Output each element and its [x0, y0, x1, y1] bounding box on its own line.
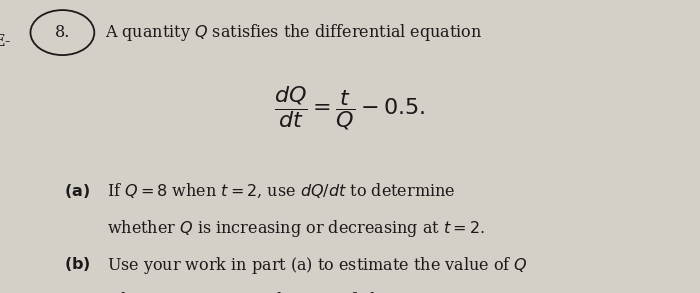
Text: If $Q = 8$ when $t = 2$, use $dQ/dt$ to determine: If $Q = 8$ when $t = 2$, use $dQ/dt$ to …	[106, 182, 455, 200]
Text: whether $Q$ is increasing or decreasing at $t = 2.$: whether $Q$ is increasing or decreasing …	[106, 218, 484, 239]
Text: A quantity $Q$ satisfies the differential equation: A quantity $Q$ satisfies the differentia…	[105, 22, 482, 43]
Text: Use your work in part (a) to estimate the value of $Q$: Use your work in part (a) to estimate th…	[106, 255, 528, 276]
Text: $\bf{(b)}$: $\bf{(b)}$	[64, 255, 91, 273]
Text: when $t = 3$. Assume the rate of change stays ap-: when $t = 3$. Assume the rate of change …	[106, 290, 497, 293]
Text: 8.: 8.	[55, 24, 70, 41]
Text: $\dfrac{dQ}{dt} = \dfrac{t}{Q} - 0.5.$: $\dfrac{dQ}{dt} = \dfrac{t}{Q} - 0.5.$	[274, 85, 426, 132]
Text: $\bf{(a)}$: $\bf{(a)}$	[64, 182, 90, 200]
Text: E-: E-	[0, 33, 10, 50]
